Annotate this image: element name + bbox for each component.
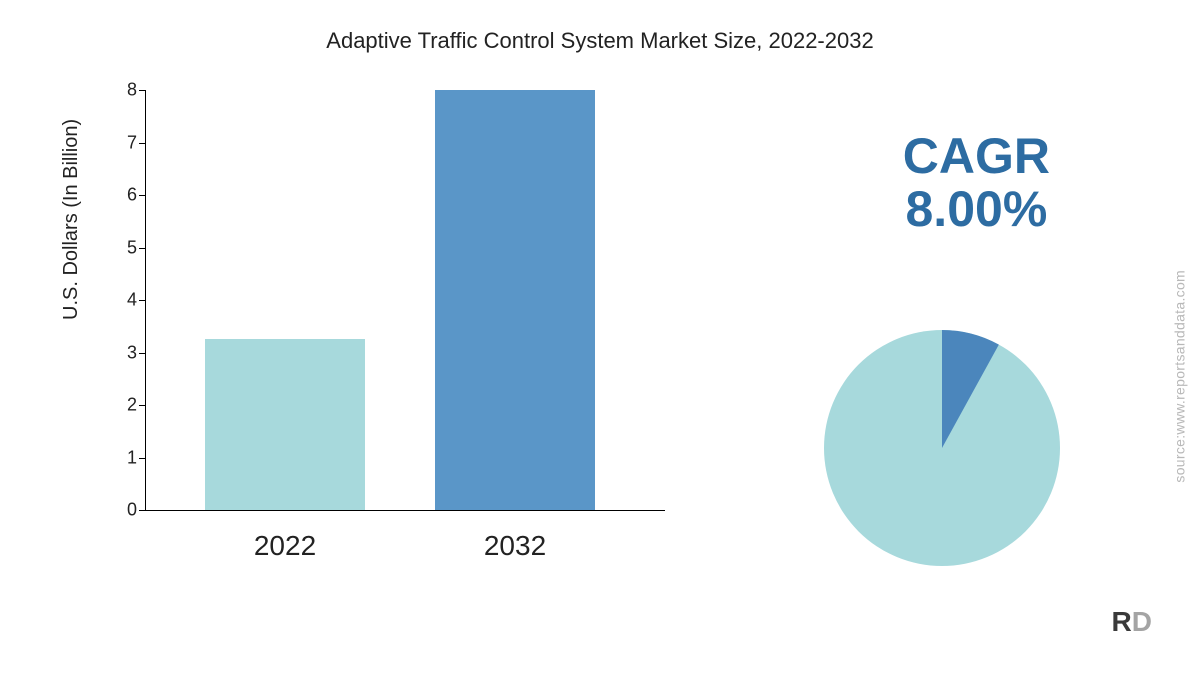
ytick-label: 2 [111,395,137,416]
plot-area: 01234567820222032 [145,90,665,510]
ytick-mark [139,458,145,459]
brand-logo: RD [1112,606,1152,638]
ytick-mark [139,195,145,196]
xtick-label: 2022 [254,530,316,562]
bar-2032 [435,90,595,510]
pie-svg [824,330,1060,566]
ytick-mark [139,90,145,91]
logo-r: R [1112,606,1132,637]
ytick-label: 1 [111,447,137,468]
cagr-label: CAGR [903,130,1050,183]
ytick-mark [139,248,145,249]
y-axis [145,90,146,510]
ytick-label: 8 [111,80,137,101]
ytick-mark [139,510,145,511]
x-axis [145,510,665,511]
pie-chart [824,330,1060,571]
ytick-mark [139,405,145,406]
ytick-mark [139,143,145,144]
ytick-label: 5 [111,237,137,258]
ytick-label: 7 [111,132,137,153]
ytick-label: 3 [111,342,137,363]
ytick-label: 0 [111,500,137,521]
logo-d: D [1132,606,1152,637]
chart-title: Adaptive Traffic Control System Market S… [0,28,1200,54]
ytick-mark [139,353,145,354]
bar-chart: 01234567820222032 [145,90,665,510]
ytick-label: 4 [111,290,137,311]
cagr-callout: CAGR 8.00% [903,130,1050,235]
cagr-value: 8.00% [903,183,1050,236]
source-attribution: source:www.reportsanddata.com [1172,270,1188,483]
xtick-label: 2032 [484,530,546,562]
ytick-label: 6 [111,185,137,206]
bar-2022 [205,339,365,510]
ytick-mark [139,300,145,301]
y-axis-label: U.S. Dollars (In Billion) [60,119,83,320]
